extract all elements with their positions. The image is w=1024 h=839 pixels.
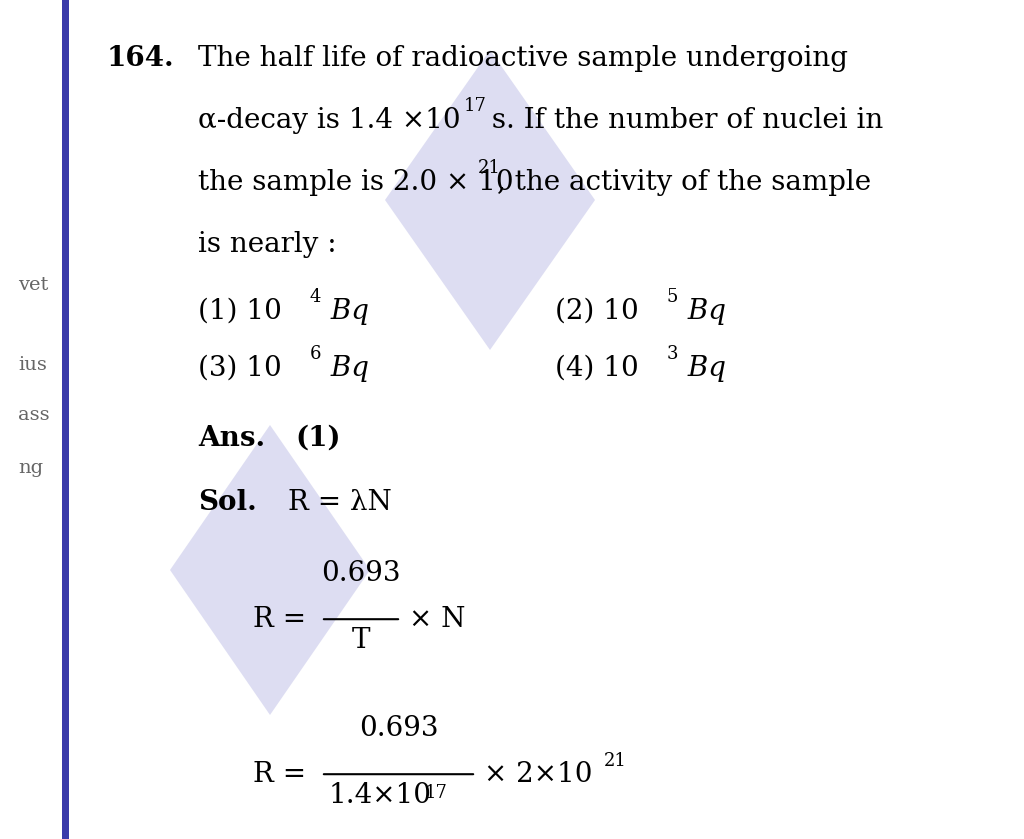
Text: ass: ass bbox=[18, 406, 49, 424]
Text: R =: R = bbox=[253, 761, 306, 788]
Text: 0.693: 0.693 bbox=[358, 715, 438, 743]
Text: × 2×10: × 2×10 bbox=[484, 761, 593, 788]
Text: 3: 3 bbox=[667, 345, 679, 363]
Text: s. If the number of nuclei in: s. If the number of nuclei in bbox=[483, 107, 884, 134]
Polygon shape bbox=[170, 425, 370, 715]
Text: ng: ng bbox=[18, 459, 43, 477]
Text: 4: 4 bbox=[310, 288, 322, 306]
Bar bbox=[62, 0, 69, 839]
Text: the sample is 2.0 × 10: the sample is 2.0 × 10 bbox=[198, 169, 514, 196]
Text: 21: 21 bbox=[604, 753, 627, 770]
Polygon shape bbox=[385, 50, 595, 350]
Text: 6: 6 bbox=[310, 345, 322, 363]
Text: R =: R = bbox=[253, 606, 306, 633]
Text: T: T bbox=[352, 628, 371, 654]
Text: 0.693: 0.693 bbox=[322, 560, 400, 587]
Text: Bq: Bq bbox=[679, 355, 726, 382]
Text: The half life of radioactive sample undergoing: The half life of radioactive sample unde… bbox=[198, 45, 848, 72]
Text: Ans.: Ans. bbox=[198, 425, 265, 452]
Text: Bq: Bq bbox=[322, 298, 369, 325]
Text: (4) 10: (4) 10 bbox=[555, 355, 639, 382]
Text: (1): (1) bbox=[295, 425, 341, 452]
Text: 17: 17 bbox=[464, 97, 486, 115]
Text: 164.: 164. bbox=[106, 45, 175, 72]
Text: , the activity of the sample: , the activity of the sample bbox=[497, 169, 871, 196]
Text: Sol.: Sol. bbox=[198, 489, 257, 516]
Text: 5: 5 bbox=[667, 288, 678, 306]
Text: R = λN: R = λN bbox=[288, 489, 392, 516]
Text: (2) 10: (2) 10 bbox=[555, 298, 639, 325]
Text: 1.4×10: 1.4×10 bbox=[329, 782, 432, 809]
Text: 17: 17 bbox=[425, 784, 447, 802]
Text: is nearly :: is nearly : bbox=[198, 231, 337, 258]
Text: × N: × N bbox=[409, 606, 466, 633]
Text: vet: vet bbox=[18, 276, 48, 294]
Text: (1) 10: (1) 10 bbox=[198, 298, 282, 325]
Text: (3) 10: (3) 10 bbox=[198, 355, 282, 382]
Text: α-decay is 1.4 ×10: α-decay is 1.4 ×10 bbox=[198, 107, 461, 134]
Text: Bq: Bq bbox=[679, 298, 726, 325]
Text: Bq: Bq bbox=[322, 355, 369, 382]
Text: ius: ius bbox=[18, 356, 47, 374]
Text: 21: 21 bbox=[478, 159, 501, 177]
